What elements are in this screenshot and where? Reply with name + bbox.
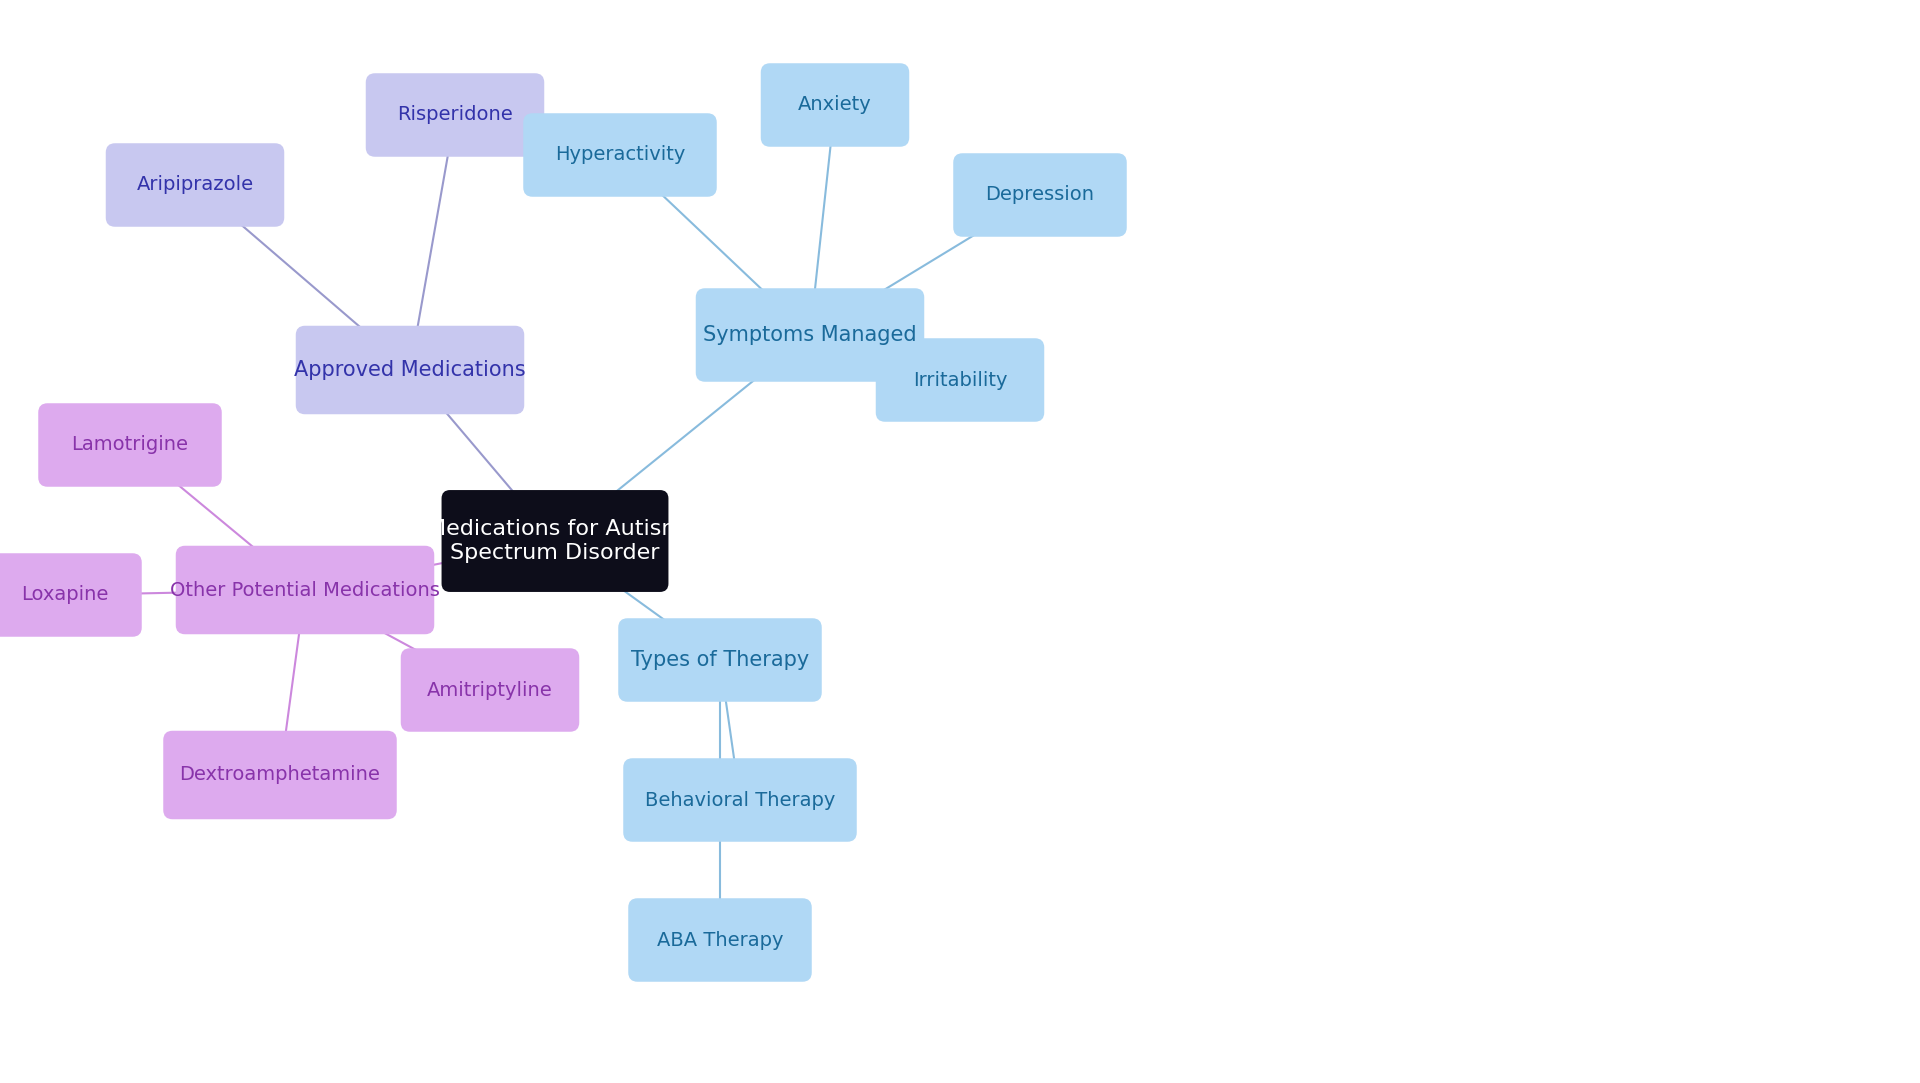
Text: Aripiprazole: Aripiprazole (136, 175, 253, 195)
FancyBboxPatch shape (367, 75, 543, 156)
FancyBboxPatch shape (177, 547, 434, 632)
FancyBboxPatch shape (108, 144, 282, 225)
Text: Loxapine: Loxapine (21, 586, 109, 604)
Text: Anxiety: Anxiety (799, 95, 872, 115)
FancyBboxPatch shape (620, 619, 820, 701)
FancyBboxPatch shape (40, 404, 221, 485)
FancyBboxPatch shape (954, 155, 1125, 235)
Text: Behavioral Therapy: Behavioral Therapy (645, 791, 835, 809)
FancyBboxPatch shape (762, 65, 908, 145)
Text: Hyperactivity: Hyperactivity (555, 145, 685, 165)
Text: Symptoms Managed: Symptoms Managed (703, 325, 918, 345)
Text: Approved Medications: Approved Medications (294, 360, 526, 380)
FancyBboxPatch shape (298, 327, 522, 413)
FancyBboxPatch shape (877, 339, 1043, 420)
Text: ABA Therapy: ABA Therapy (657, 930, 783, 950)
FancyBboxPatch shape (697, 289, 924, 380)
Text: Other Potential Medications: Other Potential Medications (171, 580, 440, 600)
Text: Medications for Autism
Spectrum Disorder: Medications for Autism Spectrum Disorder (426, 520, 684, 562)
Text: Irritability: Irritability (912, 370, 1008, 390)
FancyBboxPatch shape (444, 492, 668, 590)
Text: Amitriptyline: Amitriptyline (426, 680, 553, 700)
FancyBboxPatch shape (0, 554, 140, 636)
FancyBboxPatch shape (401, 650, 578, 731)
FancyBboxPatch shape (624, 759, 856, 840)
FancyBboxPatch shape (630, 900, 810, 980)
Text: Dextroamphetamine: Dextroamphetamine (180, 766, 380, 784)
Text: Lamotrigine: Lamotrigine (71, 435, 188, 455)
Text: Depression: Depression (985, 185, 1094, 205)
Text: Types of Therapy: Types of Therapy (632, 650, 808, 670)
FancyBboxPatch shape (165, 732, 396, 818)
Text: Risperidone: Risperidone (397, 105, 513, 125)
FancyBboxPatch shape (524, 115, 716, 196)
